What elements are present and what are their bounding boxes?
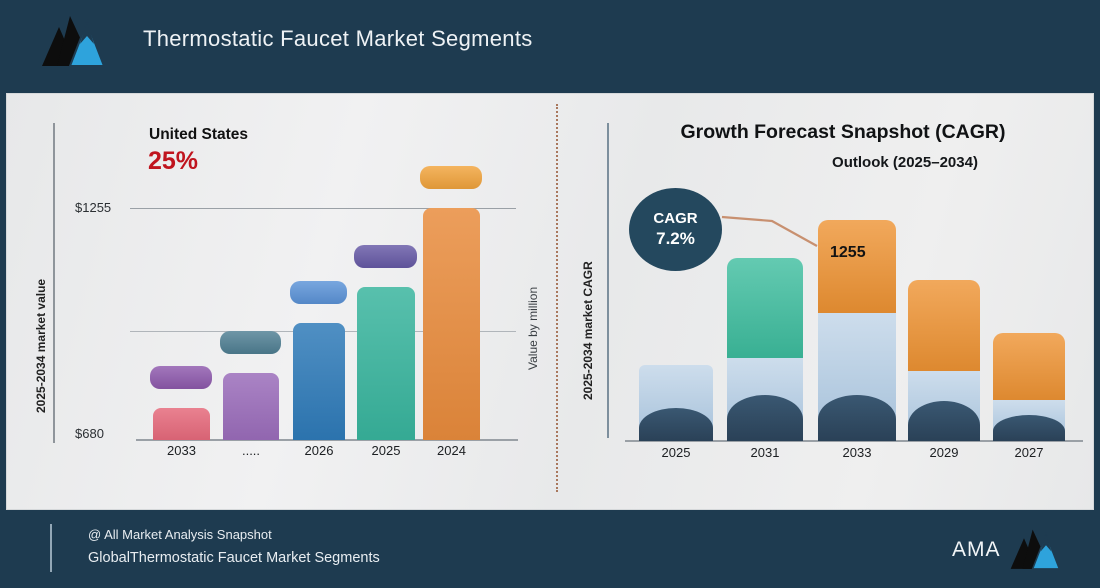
right-x-label: 2027 <box>1014 445 1044 460</box>
footer-bar: @ All Market Analysis Snapshot GlobalThe… <box>0 510 1100 588</box>
right-bar-2033 <box>818 220 896 441</box>
segment-base <box>908 401 980 441</box>
left-x-label: 2033 <box>167 443 196 458</box>
right-bar-2031 <box>727 258 803 441</box>
segment-top <box>993 333 1065 400</box>
right-x-label: 2033 <box>842 445 872 460</box>
header-bar: Thermostatic Faucet Market Segments <box>0 0 1100 93</box>
left-x-label: ..... <box>241 443 261 458</box>
left-chart-region-label: United States <box>149 126 249 143</box>
footer-ama-logo-icon <box>1010 529 1061 570</box>
left-bar-2025 <box>357 287 415 440</box>
left-chart-y-axis <box>53 123 55 443</box>
cagr-badge-value: 7.2% <box>656 229 695 249</box>
left-chart-highlight-pct: 25% <box>148 147 199 175</box>
page-title: Thermostatic Faucet Market Segments <box>143 26 533 51</box>
right-chart-subtitle: Outlook (2025–2034) <box>832 154 978 171</box>
right-chart-y-axis <box>607 123 609 438</box>
segment-top <box>727 258 803 358</box>
bar-annotation-1255: 1255 <box>830 244 866 261</box>
ytick-680: $680 <box>75 426 104 441</box>
segment-base <box>818 395 896 441</box>
ama-logo-icon <box>42 16 106 67</box>
right-x-label: 2029 <box>929 445 959 460</box>
footer-attribution: @ All Market Analysis Snapshot <box>88 527 272 542</box>
right-chart-title: Growth Forecast Snapshot (CAGR) <box>680 121 1006 143</box>
left-bar-cap-2026 <box>290 281 347 304</box>
left-bar-2033 <box>153 408 210 440</box>
segment-base <box>993 415 1065 441</box>
footer-separator <box>50 524 52 572</box>
right-x-label: 2025 <box>661 445 691 460</box>
gridline-1255 <box>130 208 516 209</box>
left-bar-cap-2025 <box>354 245 417 268</box>
left-x-label: 2025 <box>371 443 401 458</box>
right-bar-2027 <box>993 333 1065 441</box>
left-chart-y-label: 2025-2034 market value <box>34 278 48 413</box>
left-x-label: 2026 <box>304 443 334 458</box>
left-bar-2024 <box>423 208 480 440</box>
footer-brand-text: AMA <box>952 538 1001 561</box>
left-bar-cap-..... <box>220 331 281 354</box>
left-bar-..... <box>223 373 279 440</box>
left-bar-2026 <box>293 323 345 440</box>
dotted-divider <box>556 104 558 492</box>
left-bar-cap-2033 <box>150 366 212 389</box>
cagr-badge: CAGR 7.2% <box>629 188 722 271</box>
left-bar-cap-2024 <box>420 166 482 189</box>
ytick-1255: $1255 <box>75 200 112 215</box>
segment-top <box>818 220 896 313</box>
right-bar-2025 <box>639 365 713 441</box>
value-by-million-label: Value by million <box>526 286 540 370</box>
footer-report-title: GlobalThermostatic Faucet Market Segment… <box>88 550 380 566</box>
cagr-badge-label: CAGR <box>653 209 698 227</box>
right-x-label: 2031 <box>750 445 780 460</box>
segment-base <box>727 395 803 441</box>
left-x-label: 2024 <box>437 443 466 458</box>
segment-base <box>639 408 713 441</box>
right-bar-2029 <box>908 280 980 441</box>
segment-top <box>908 280 980 371</box>
right-chart-y-label: 2025-2034 market CAGR <box>581 261 595 400</box>
